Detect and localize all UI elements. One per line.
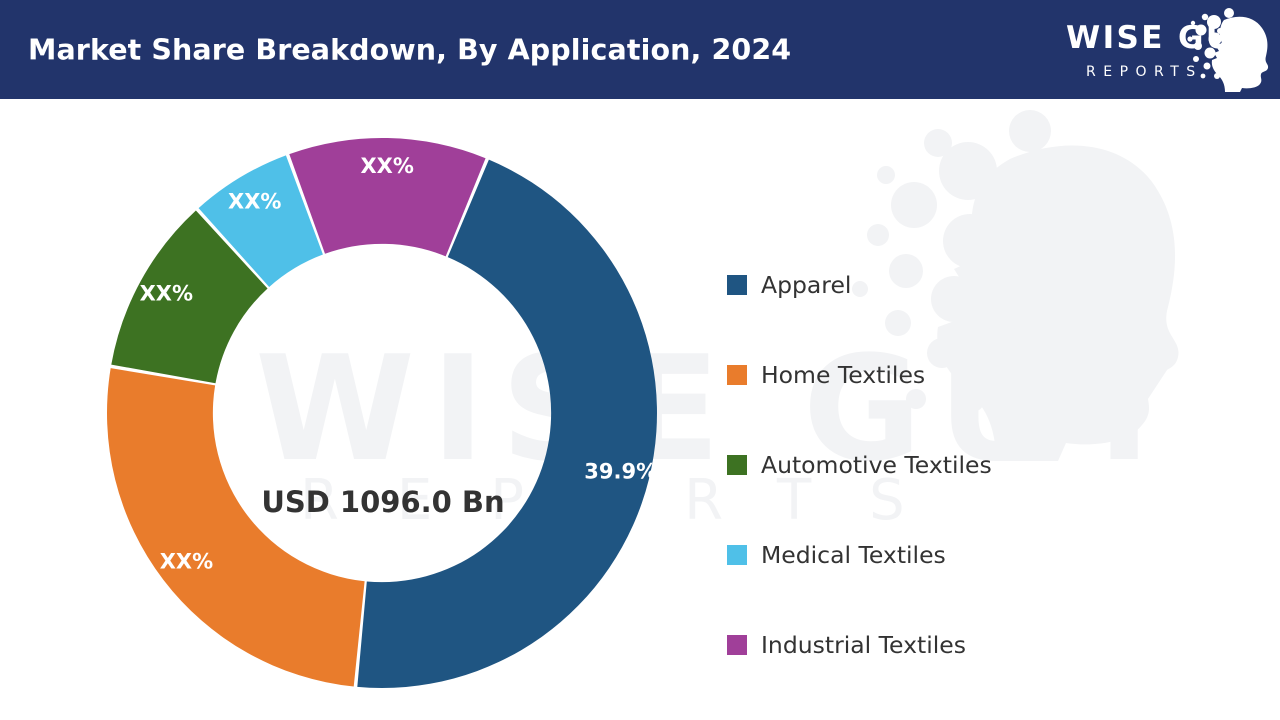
donut-slice[interactable] [111,210,268,384]
wise-guy-reports-logo: WISE GUY REPORTS [1062,6,1274,94]
donut-slice[interactable] [198,155,323,287]
legend-item-label: Home Textiles [761,361,926,389]
donut-slices [106,138,657,688]
legend-color-swatch [727,365,747,385]
slice-data-label: XX% [360,154,413,178]
legend-item-label: Automotive Textiles [761,451,992,479]
slice-data-label: XX% [228,189,281,213]
slice-data-label: 39.9% [584,460,657,484]
donut-svg: 39.9% XX% XX% XX% XX% [106,138,658,688]
legend-item[interactable]: Automotive Textiles [727,420,1147,510]
legend-item[interactable]: Home Textiles [727,330,1147,420]
legend-item[interactable]: Medical Textiles [727,510,1147,600]
slice-data-label: XX% [140,282,193,306]
legend-item[interactable]: Apparel [727,240,1147,330]
donut-center-value: USD 1096.0 Bn [261,485,505,519]
slice-data-label: XX% [160,549,213,573]
page-title: Market Share Breakdown, By Application, … [28,33,792,66]
legend-item[interactable]: Industrial Textiles [727,600,1147,690]
legend-item-label: Industrial Textiles [761,631,966,659]
donut-slice[interactable] [357,159,657,688]
legend-item-label: Apparel [761,271,852,299]
legend-color-swatch [727,545,747,565]
donut-chart: 39.9% XX% XX% XX% XX% USD 1096.0 Bn [0,99,700,720]
header-bar: Market Share Breakdown, By Application, … [0,0,1280,99]
donut-slice[interactable] [106,368,365,687]
donut-slice[interactable] [289,138,486,257]
legend-color-swatch [727,275,747,295]
legend-color-swatch [727,635,747,655]
legend-color-swatch [727,455,747,475]
donut-slice-labels: 39.9% XX% XX% XX% XX% [140,154,658,573]
svg-text:REPORTS: REPORTS [1086,64,1203,80]
chart-legend: Apparel Home Textiles Automotive Textiles M… [727,240,1147,690]
legend-item-label: Medical Textiles [761,541,946,569]
